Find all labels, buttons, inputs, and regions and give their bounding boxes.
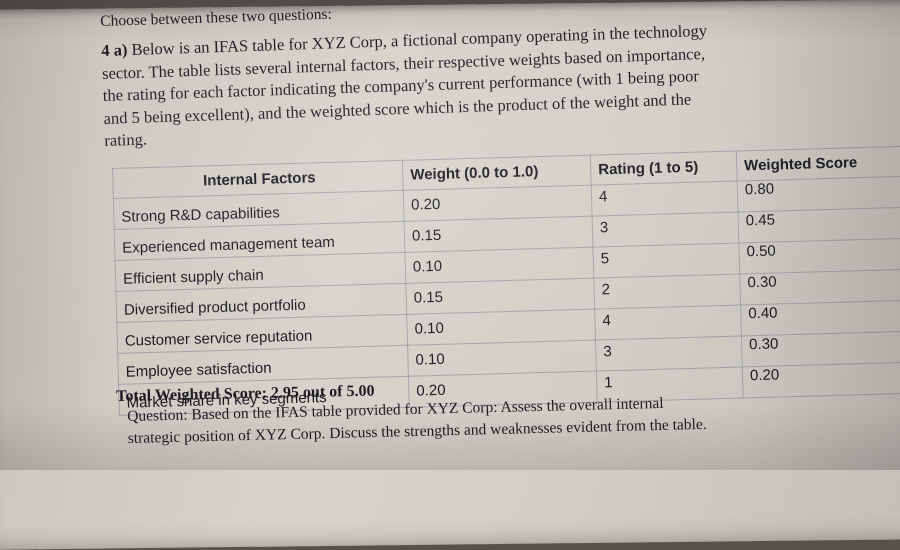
ifas-table: Internal Factors Weight (0.0 to 1.0) Rat…: [112, 145, 900, 416]
score-cell: 0.20: [742, 361, 900, 398]
weight-value: 0.15: [413, 288, 444, 307]
rating-cell: 2: [593, 274, 741, 310]
rating-cell: 3: [592, 212, 739, 248]
score-cell: 0.40: [740, 299, 900, 336]
rating-value: 3: [599, 219, 609, 237]
weight-value: 0.10: [412, 257, 443, 276]
rating-value: 2: [601, 281, 611, 299]
score-value: 0.30: [747, 273, 777, 292]
weight-value: 0.20: [416, 381, 446, 400]
header-weighted-score: Weighted Score: [736, 145, 900, 182]
header-rating: Rating (1 to 5): [590, 151, 738, 186]
rating-value: 4: [602, 312, 612, 330]
score-cell: 0.50: [738, 237, 900, 275]
rating-value: 5: [600, 250, 610, 268]
score-value: 0.80: [744, 180, 775, 199]
rating-value: 1: [603, 374, 613, 392]
score-cell: 0.30: [739, 268, 900, 306]
weight-value: 0.10: [415, 350, 445, 369]
score-cell: 0.30: [741, 330, 900, 367]
score-value: 0.40: [748, 304, 778, 323]
weight-value: 0.10: [414, 319, 445, 338]
rating-value: 3: [603, 343, 612, 361]
score-value: 0.45: [745, 211, 776, 230]
rating-value: 4: [598, 188, 608, 206]
ifas-table-container: Internal Factors Weight (0.0 to 1.0) Rat…: [112, 145, 900, 416]
weight-value: 0.15: [411, 226, 442, 245]
score-value: 0.50: [746, 242, 777, 261]
score-value: 0.20: [749, 366, 780, 385]
rating-cell: 5: [592, 243, 740, 279]
weight-value: 0.20: [410, 195, 441, 214]
rating-cell: 3: [595, 335, 743, 372]
score-cell: 0.45: [737, 206, 900, 244]
score-value: 0.30: [748, 335, 779, 354]
question-paragraph: 4 a) Below is an IFAS table for XYZ Corp…: [101, 20, 710, 153]
rating-cell: 4: [594, 305, 742, 341]
rating-cell: 4: [591, 181, 738, 217]
score-cell: 0.80: [737, 175, 900, 213]
question-number-label: 4 a): [101, 40, 128, 60]
